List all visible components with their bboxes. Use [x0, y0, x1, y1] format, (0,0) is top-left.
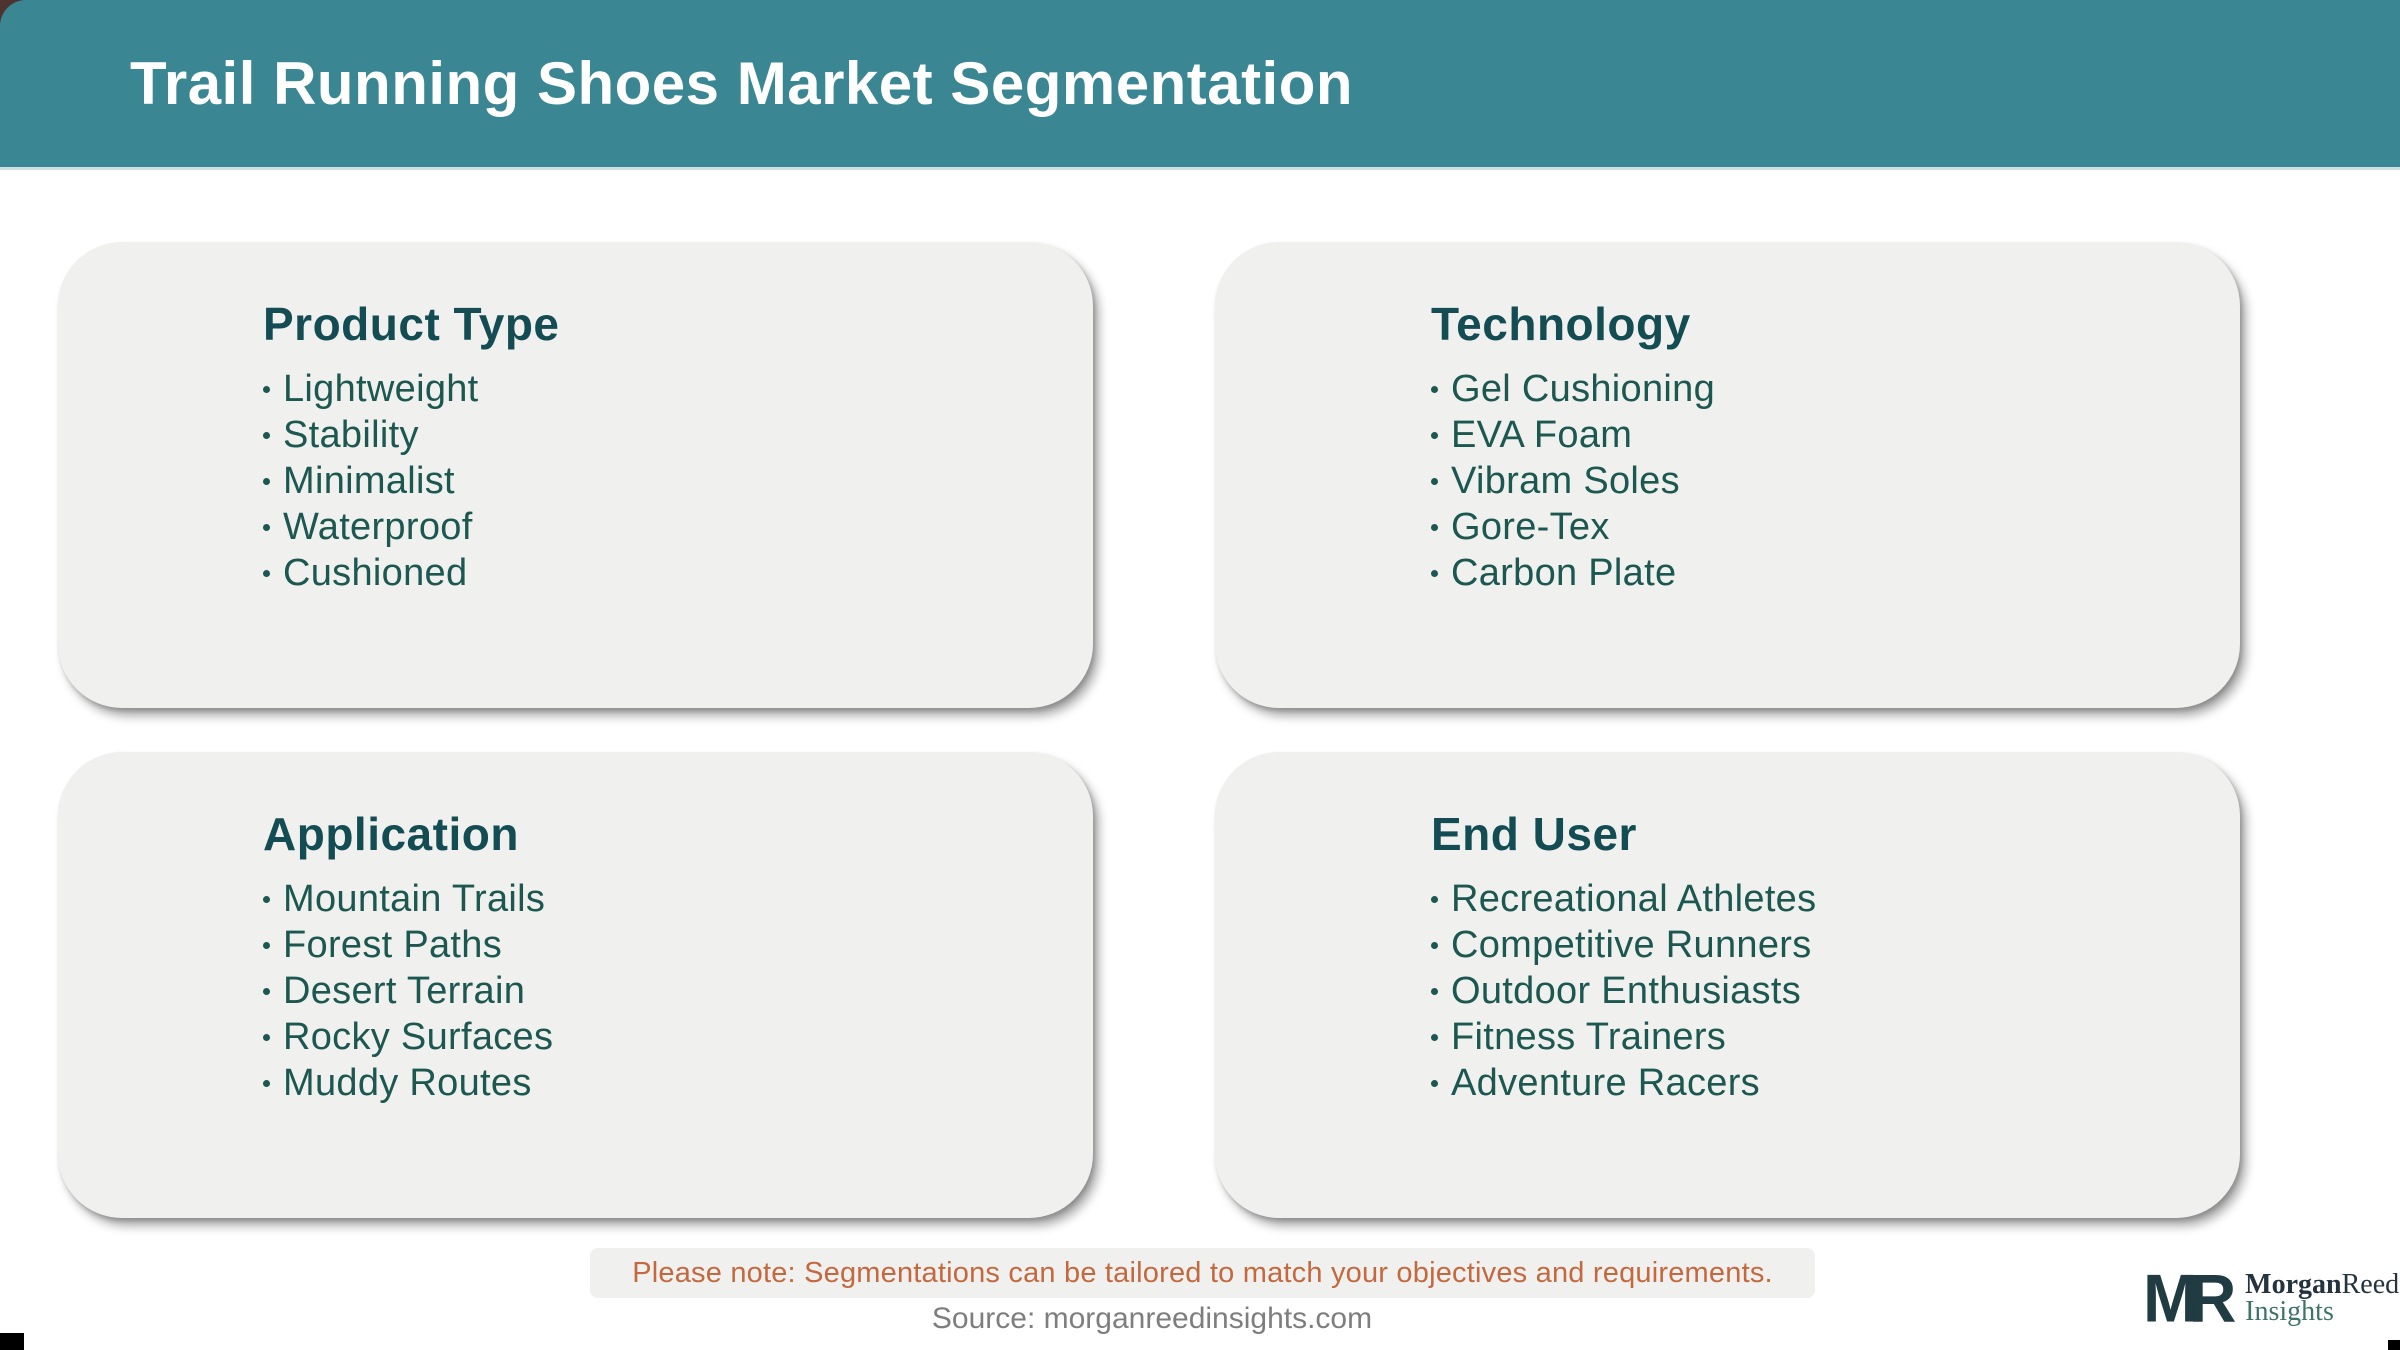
list-item: Forest Paths — [263, 922, 1093, 968]
list-item-label: Recreational Athletes — [1451, 877, 1817, 920]
list-item: Waterproof — [263, 504, 1093, 550]
list-item: Muddy Routes — [263, 1060, 1093, 1106]
list-item: Vibram Soles — [1431, 458, 2240, 504]
list-item: Adventure Racers — [1431, 1060, 2240, 1106]
card-item-list: Recreational Athletes Competitive Runner… — [1431, 876, 2240, 1106]
card-title-application: Application — [263, 808, 519, 860]
list-item: Outdoor Enthusiasts — [1431, 968, 2240, 1014]
card-title-end-user: End User — [1431, 808, 1637, 860]
bullet-icon — [1431, 523, 1438, 531]
bullet-icon — [1431, 1079, 1438, 1087]
list-item: Desert Terrain — [263, 968, 1093, 1014]
card-item-list: Mountain Trails Forest Paths Desert Terr… — [263, 876, 1093, 1106]
bullet-icon — [263, 987, 270, 995]
list-item: EVA Foam — [1431, 412, 2240, 458]
card-title-technology: Technology — [1431, 298, 1691, 350]
list-item-label: Outdoor Enthusiasts — [1451, 969, 1802, 1012]
header-bar: Trail Running Shoes Market Segmentation — [0, 0, 2400, 170]
card-item-list: Lightweight Stability Minimalist Waterpr… — [263, 366, 1093, 596]
list-item-label: Gel Cushioning — [1451, 367, 1716, 410]
bullet-icon — [263, 895, 270, 903]
logo-name: MorganReed — [2245, 1271, 2399, 1299]
bullet-icon — [263, 431, 270, 439]
bullet-icon — [1431, 569, 1438, 577]
list-item-label: Fitness Trainers — [1451, 1015, 1727, 1058]
list-item-label: Desert Terrain — [283, 969, 526, 1012]
list-item: Mountain Trails — [263, 876, 1093, 922]
list-item-label: Adventure Racers — [1451, 1061, 1760, 1104]
logo-wordmark: MorganReed Insights — [2245, 1271, 2399, 1327]
list-item: Fitness Trainers — [1431, 1014, 2240, 1060]
bullet-icon — [263, 941, 270, 949]
list-item-label: EVA Foam — [1451, 413, 1633, 456]
list-item-label: Stability — [283, 413, 419, 456]
list-item-label: Forest Paths — [283, 923, 503, 966]
source-text: Source: morganreedinsights.com — [931, 1302, 1373, 1335]
logo: MR MorganReed Insights — [2143, 1260, 2399, 1336]
list-item-label: Carbon Plate — [1451, 551, 1677, 594]
bullet-icon — [1431, 477, 1438, 485]
card-content: Product Type Lightweight Stability Minim… — [58, 242, 1093, 596]
list-item-label: Rocky Surfaces — [283, 1015, 554, 1058]
list-item-label: Competitive Runners — [1451, 923, 1812, 966]
list-item-label: Vibram Soles — [1451, 459, 1680, 502]
bullet-icon — [263, 477, 270, 485]
list-item-label: Minimalist — [283, 459, 455, 502]
logo-name-morgan: Morgan — [2245, 1269, 2342, 1300]
list-item: Cushioned — [263, 550, 1093, 596]
list-item-label: Lightweight — [283, 367, 479, 410]
card-content: Technology Gel Cushioning EVA Foam Vibra… — [1215, 242, 2240, 596]
list-item-label: Waterproof — [283, 505, 473, 548]
logo-name-reed: Reed — [2341, 1269, 2400, 1300]
list-item: Competitive Runners — [1431, 922, 2240, 968]
note-text: Please note: Segmentations can be tailor… — [632, 1256, 1773, 1289]
bullet-icon — [263, 385, 270, 393]
bullet-icon — [1431, 431, 1438, 439]
list-item-label: Mountain Trails — [283, 877, 546, 920]
card-item-list: Gel Cushioning EVA Foam Vibram Soles Gor… — [1431, 366, 2240, 596]
list-item: Carbon Plate — [1431, 550, 2240, 596]
corner-mark-left — [0, 1333, 24, 1350]
bullet-icon — [1431, 895, 1438, 903]
list-item: Lightweight — [263, 366, 1093, 412]
list-item: Minimalist — [263, 458, 1093, 504]
bullet-icon — [263, 523, 270, 531]
bullet-icon — [1431, 1033, 1438, 1041]
logo-subtitle: Insights — [2245, 1296, 2334, 1327]
note-banner: Please note: Segmentations can be tailor… — [590, 1248, 1815, 1298]
list-item: Stability — [263, 412, 1093, 458]
list-item-label: Gore-Tex — [1451, 505, 1610, 548]
list-item: Gel Cushioning — [1431, 366, 2240, 412]
card-product-type: Product Type Lightweight Stability Minim… — [58, 242, 1093, 708]
bullet-icon — [263, 569, 270, 577]
card-technology: Technology Gel Cushioning EVA Foam Vibra… — [1215, 242, 2240, 708]
corner-mark-right — [2388, 1340, 2400, 1350]
bullet-icon — [1431, 385, 1438, 393]
bullet-icon — [1431, 941, 1438, 949]
bullet-icon — [263, 1079, 270, 1087]
card-application: Application Mountain Trails Forest Paths… — [58, 752, 1093, 1218]
list-item: Rocky Surfaces — [263, 1014, 1093, 1060]
list-item: Gore-Tex — [1431, 504, 2240, 550]
card-end-user: End User Recreational Athletes Competiti… — [1215, 752, 2240, 1218]
card-content: End User Recreational Athletes Competiti… — [1215, 752, 2240, 1106]
list-item-label: Muddy Routes — [283, 1061, 532, 1104]
card-title-product-type: Product Type — [263, 298, 560, 350]
list-item-label: Cushioned — [283, 551, 468, 594]
bullet-icon — [1431, 987, 1438, 995]
list-item: Recreational Athletes — [1431, 876, 2240, 922]
card-content: Application Mountain Trails Forest Paths… — [58, 752, 1093, 1106]
bullet-icon — [263, 1033, 270, 1041]
page-title: Trail Running Shoes Market Segmentation — [130, 50, 1354, 117]
logo-mr-monogram-icon: MR — [2143, 1260, 2236, 1336]
